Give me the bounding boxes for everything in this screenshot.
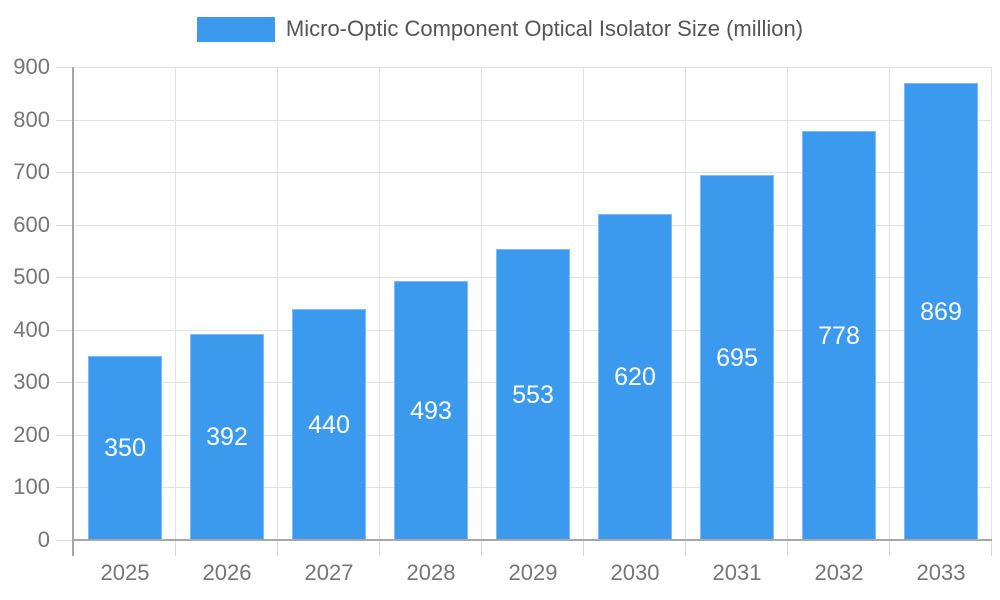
y-axis-tick-800 [56, 119, 72, 121]
y-axis-label-400: 400 [13, 316, 50, 342]
bar-2031[interactable]: 695 [700, 175, 774, 540]
gridline-h-900 [74, 67, 992, 68]
y-axis-label-200: 200 [13, 421, 50, 447]
gridline-v-3 [379, 67, 380, 540]
gridline-h-700 [74, 172, 992, 174]
y-axis-tick-900 [56, 67, 72, 68]
legend-swatch [196, 16, 275, 42]
y-axis-line [72, 67, 74, 556]
x-axis-label-2032: 2032 [814, 560, 864, 585]
y-axis-label-900: 900 [13, 54, 50, 79]
y-axis-label-700: 700 [13, 159, 50, 185]
x-axis-tick-2 [277, 541, 278, 556]
x-axis-label-2029: 2029 [508, 560, 558, 585]
y-axis-tick-700 [56, 172, 72, 174]
y-axis-tick-300 [56, 382, 72, 384]
bar-2032[interactable]: 778 [802, 131, 876, 540]
legend[interactable]: Micro-Optic Component Optical Isolator S… [0, 16, 1000, 42]
bar-value-label: 493 [410, 396, 452, 425]
bar-value-label: 620 [614, 363, 656, 391]
y-axis-tick-100 [56, 487, 72, 489]
x-axis-label-2025: 2025 [100, 560, 150, 585]
x-axis-label-2030: 2030 [610, 560, 660, 585]
legend-label: Micro-Optic Component Optical Isolator S… [285, 16, 804, 41]
x-axis-tick-9 [991, 541, 992, 556]
x-axis-label-2027: 2027 [304, 560, 354, 585]
y-axis-label-100: 100 [13, 474, 50, 500]
bar-value-label: 392 [206, 423, 248, 451]
bar-value-label: 440 [308, 410, 350, 439]
x-axis-label-2028: 2028 [406, 560, 456, 585]
gridline-v-7 [787, 67, 788, 540]
y-axis-tick-500 [56, 277, 72, 279]
bar-2029[interactable]: 553 [496, 249, 570, 540]
x-axis-tick-3 [379, 541, 380, 556]
bar-value-label: 778 [818, 321, 860, 350]
y-axis-label-0: 0 [37, 527, 50, 552]
gridline-v-1 [175, 67, 176, 540]
gridline-v-4 [481, 67, 482, 540]
x-axis-label-2033: 2033 [916, 560, 966, 585]
y-axis-label-800: 800 [13, 106, 50, 132]
bar-2033[interactable]: 869 [904, 83, 978, 540]
y-axis-label-500: 500 [13, 264, 50, 290]
plot-area: 350 392 440 493 553 620 695 778 869 [74, 67, 992, 540]
x-axis-label-2031: 2031 [712, 560, 762, 585]
bar-2028[interactable]: 493 [394, 281, 468, 540]
x-axis-line [72, 539, 992, 541]
gridline-v-9 [991, 67, 992, 540]
y-axis-tick-200 [56, 434, 72, 436]
bar-2025[interactable]: 350 [88, 356, 162, 540]
gridline-h-600 [74, 224, 992, 226]
x-axis-tick-8 [889, 541, 890, 556]
bar-value-label: 553 [512, 380, 554, 409]
x-axis-tick-7 [787, 541, 788, 556]
gridline-h-800 [74, 119, 992, 121]
gridline-v-2 [277, 67, 278, 540]
gridline-v-6 [685, 67, 686, 540]
x-axis-tick-5 [583, 541, 584, 556]
bar-value-label: 350 [104, 434, 146, 462]
y-axis-tick-600 [56, 224, 72, 226]
bar-value-label: 695 [716, 343, 758, 372]
bar-2026[interactable]: 392 [190, 334, 264, 540]
bar-2027[interactable]: 440 [292, 309, 366, 540]
y-axis-tick-0 [56, 540, 72, 541]
bar-2030[interactable]: 620 [598, 214, 672, 540]
gridline-v-5 [583, 67, 584, 540]
bar-value-label: 869 [920, 297, 962, 326]
x-axis-label-2026: 2026 [202, 560, 252, 585]
gridline-v-8 [889, 67, 890, 540]
x-axis-tick-1 [175, 541, 176, 556]
y-axis-label-600: 600 [13, 211, 50, 237]
x-axis-tick-4 [481, 541, 482, 556]
x-axis-tick-6 [685, 541, 686, 556]
y-axis-label-300: 300 [13, 369, 50, 395]
y-axis-tick-400 [56, 329, 72, 331]
